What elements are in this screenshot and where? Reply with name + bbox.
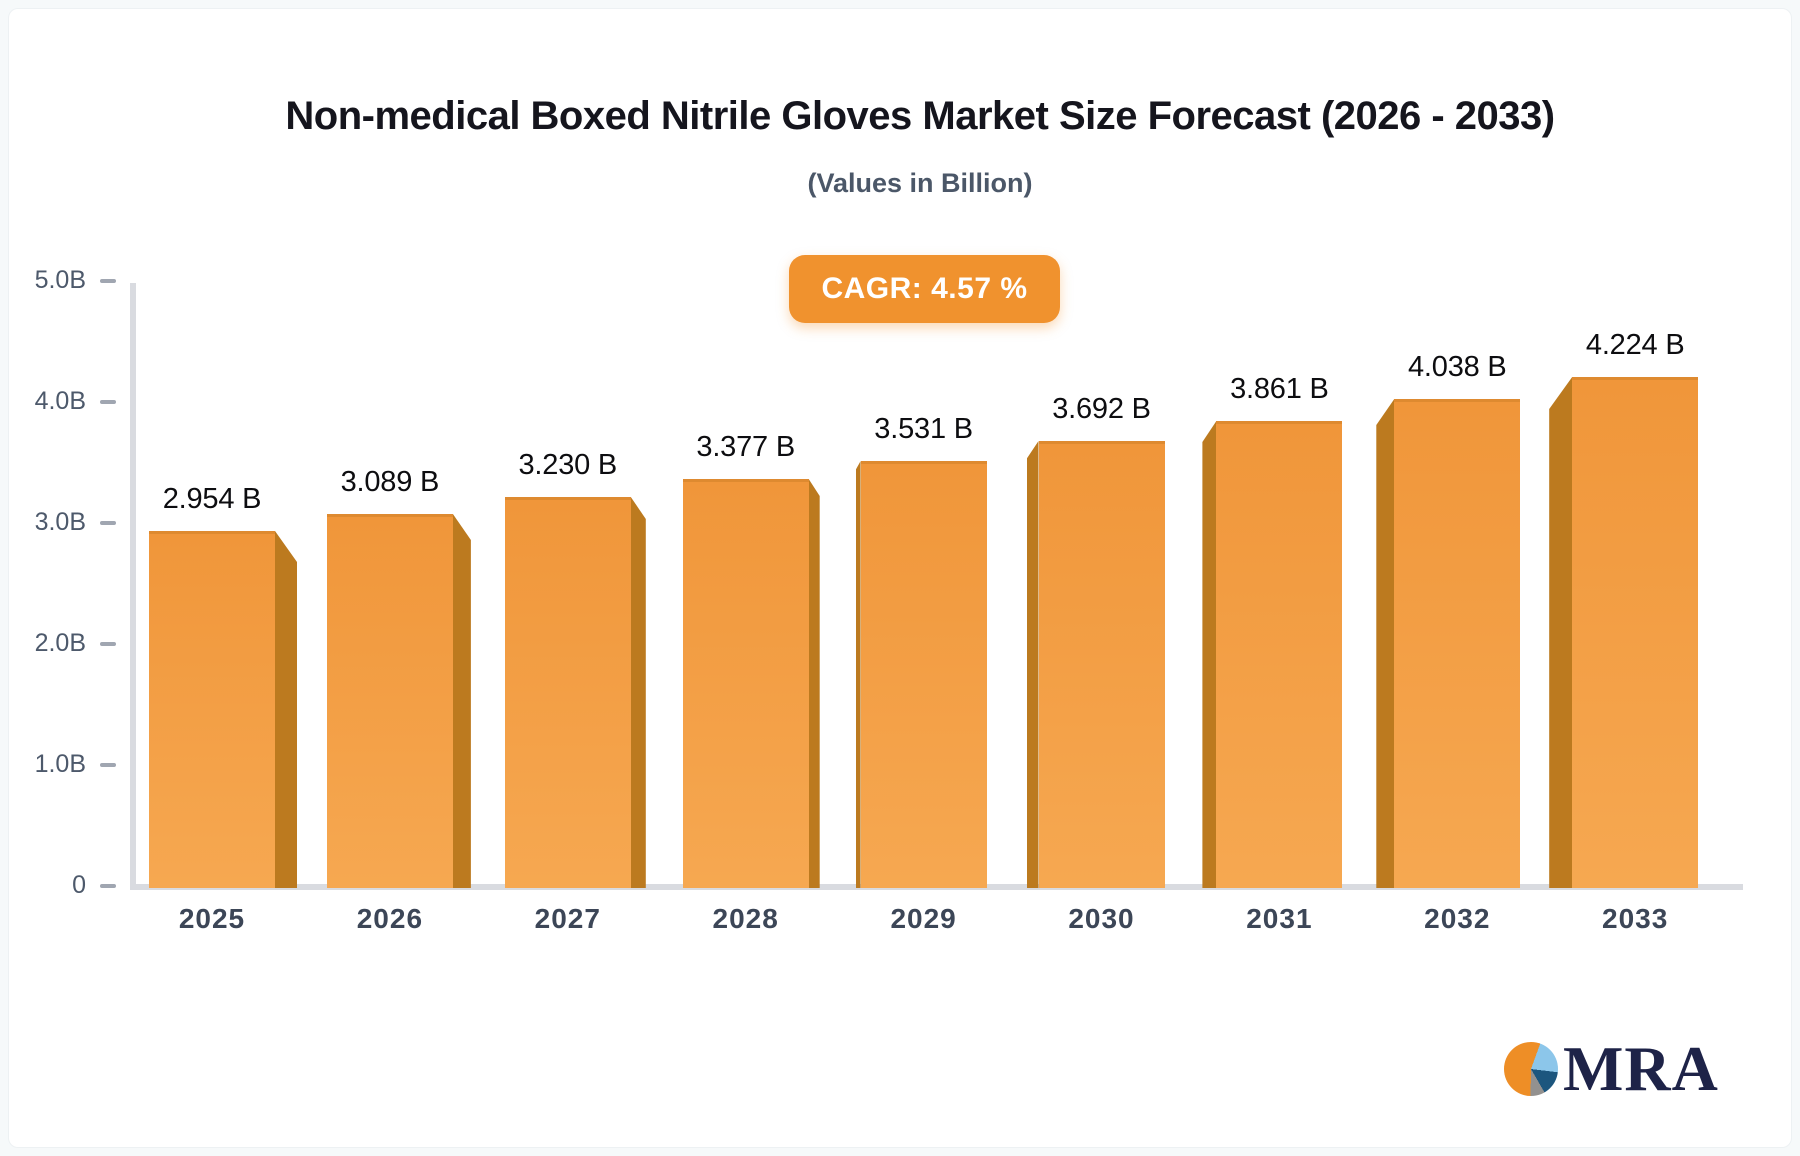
bar-side-face-2026 — [452, 514, 471, 888]
bar-value-label-2033: 4.224 B — [1585, 329, 1685, 361]
brand-logo-text: MRA — [1563, 1033, 1719, 1104]
bar-2025 — [149, 531, 275, 888]
bar-value-label-2028: 3.377 B — [696, 431, 795, 463]
bar-2030 — [1038, 441, 1165, 888]
y-axis-tick-label: 2.0B — [34, 629, 86, 657]
y-axis-tick-mark — [100, 763, 116, 767]
y-axis-tick-label: 1.0B — [34, 750, 86, 778]
x-axis-label-2033: 2033 — [1602, 903, 1669, 934]
pie-chart-logo-icon — [1504, 1042, 1558, 1096]
x-axis-label-2030: 2030 — [1068, 903, 1135, 934]
bar-side-face-2027 — [630, 497, 646, 888]
bar-value-label-2026: 3.089 B — [340, 466, 440, 498]
x-axis-label-2029: 2029 — [890, 903, 957, 934]
bar-2032 — [1394, 399, 1521, 888]
bar-side-face-2032 — [1376, 399, 1395, 888]
bar-side-face-2028 — [808, 479, 820, 888]
x-axis-label-2027: 2027 — [534, 903, 601, 934]
y-axis-tick-mark — [100, 279, 116, 283]
y-axis-line — [130, 283, 136, 889]
bar-2029 — [860, 461, 987, 888]
bar-side-face-2025 — [275, 531, 297, 888]
bar-side-face-2033 — [1549, 377, 1573, 888]
chart-title: Non-medical Boxed Nitrile Gloves Market … — [285, 94, 1555, 138]
bar-side-face-2029 — [855, 461, 861, 888]
cagr-badge-label: CAGR: 4.57 % — [821, 272, 1028, 305]
y-axis-tick-mark — [100, 642, 116, 646]
bar-2031 — [1216, 421, 1343, 888]
bar-value-label-2031: 3.861 B — [1230, 373, 1329, 405]
bar-side-face-2031 — [1202, 421, 1217, 888]
bar-value-label-2032: 4.038 B — [1408, 351, 1507, 383]
bar-value-label-2030: 3.692 B — [1052, 393, 1151, 425]
y-axis-tick-label: 3.0B — [34, 508, 86, 536]
x-axis-label-2032: 2032 — [1424, 903, 1491, 934]
x-axis-label-2025: 2025 — [178, 903, 246, 934]
bar-2033 — [1572, 377, 1699, 888]
chart-subtitle: (Values in Billion) — [807, 168, 1033, 198]
bar-value-label-2025: 2.954 B — [162, 483, 262, 515]
bar-value-label-2029: 3.531 B — [874, 413, 973, 445]
x-axis-label-2026: 2026 — [356, 903, 424, 934]
y-axis-tick-mark — [100, 884, 116, 888]
y-axis-tick-label: 4.0B — [34, 387, 86, 415]
y-axis-tick-label: 5.0B — [34, 266, 86, 294]
bar-2028 — [682, 479, 809, 888]
y-axis-tick-mark — [100, 521, 116, 525]
x-axis-label-2028: 2028 — [712, 903, 779, 934]
cagr-badge: CAGR: 4.57 % — [789, 255, 1060, 323]
bar-side-face-2030 — [1026, 441, 1039, 888]
x-axis-label-2031: 2031 — [1246, 903, 1313, 934]
y-axis-tick-mark — [100, 400, 116, 404]
y-axis-tick-label: 0 — [72, 871, 86, 899]
bar-2027 — [504, 497, 631, 888]
bar-value-label-2027: 3.230 B — [518, 449, 618, 481]
brand-logo: MRA — [1504, 1036, 1719, 1102]
bar-2026 — [326, 514, 453, 888]
